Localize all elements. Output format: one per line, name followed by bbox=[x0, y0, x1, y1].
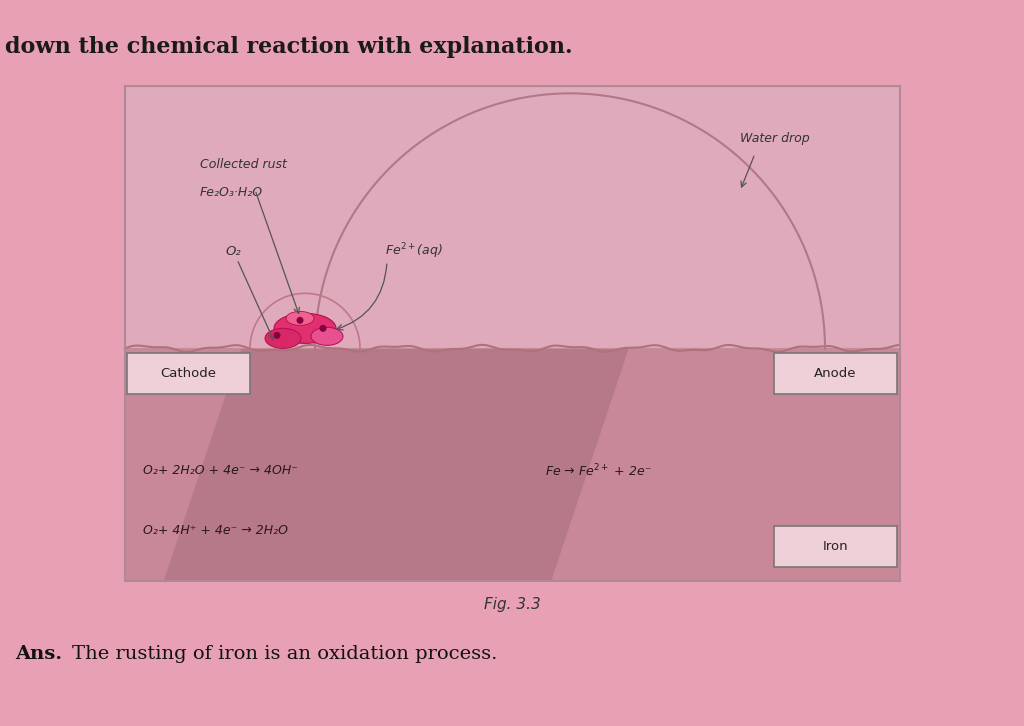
Ellipse shape bbox=[286, 311, 314, 325]
Ellipse shape bbox=[274, 314, 336, 343]
Bar bbox=[125, 348, 900, 581]
Ellipse shape bbox=[265, 328, 301, 348]
Text: Cathode: Cathode bbox=[161, 367, 216, 380]
Text: O₂: O₂ bbox=[225, 245, 241, 258]
Text: Iron: Iron bbox=[822, 540, 848, 553]
Text: Collected rust: Collected rust bbox=[200, 158, 287, 171]
Circle shape bbox=[297, 317, 303, 324]
Text: Ans.: Ans. bbox=[15, 645, 62, 663]
Text: Fe$^{2+}$(aq): Fe$^{2+}$(aq) bbox=[385, 242, 442, 261]
Text: Fig. 3.3: Fig. 3.3 bbox=[483, 597, 541, 611]
Bar bbox=[125, 86, 900, 581]
Polygon shape bbox=[164, 348, 629, 581]
Bar bbox=[125, 86, 900, 348]
Circle shape bbox=[319, 325, 327, 332]
Ellipse shape bbox=[311, 327, 343, 346]
Text: down the chemical reaction with explanation.: down the chemical reaction with explanat… bbox=[5, 36, 572, 58]
Text: Water drop: Water drop bbox=[740, 132, 810, 145]
Text: O₂+ 2H₂O + 4e⁻ → 4OH⁻: O₂+ 2H₂O + 4e⁻ → 4OH⁻ bbox=[143, 465, 298, 478]
FancyBboxPatch shape bbox=[774, 354, 897, 394]
Text: Fe₂O₃·H₂O: Fe₂O₃·H₂O bbox=[200, 186, 263, 199]
FancyBboxPatch shape bbox=[774, 526, 897, 567]
FancyBboxPatch shape bbox=[127, 354, 250, 394]
Circle shape bbox=[273, 332, 281, 339]
Text: The rusting of iron is an oxidation process.: The rusting of iron is an oxidation proc… bbox=[72, 645, 498, 663]
Text: Fe → Fe$^{2+}$ + 2e⁻: Fe → Fe$^{2+}$ + 2e⁻ bbox=[545, 462, 652, 479]
Text: Anode: Anode bbox=[814, 367, 857, 380]
Text: O₂+ 4H⁺ + 4e⁻ → 2H₂O: O₂+ 4H⁺ + 4e⁻ → 2H₂O bbox=[143, 524, 288, 537]
